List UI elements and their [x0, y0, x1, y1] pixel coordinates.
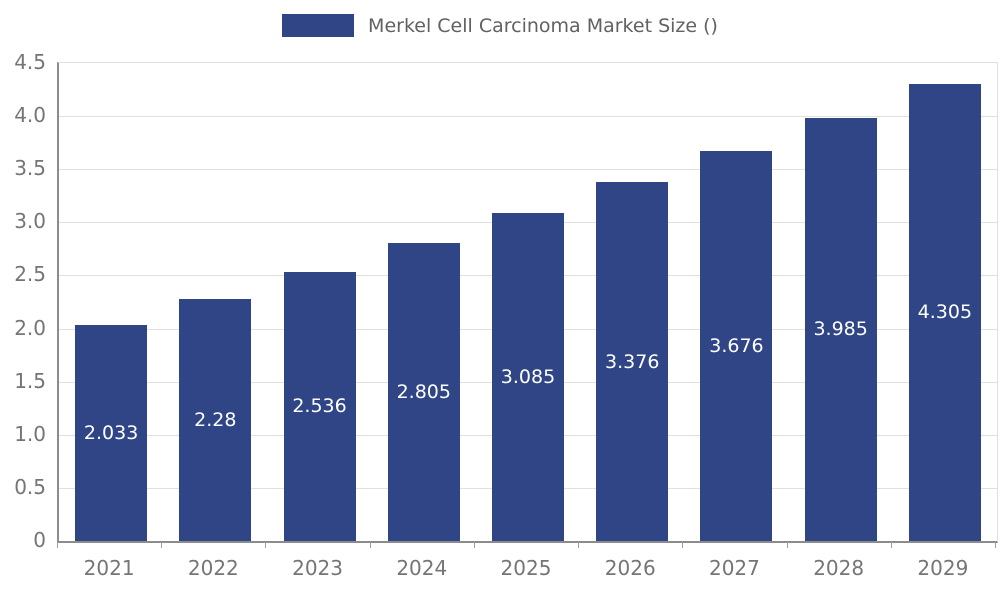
- x-axis-tick-label: 2026: [604, 556, 656, 580]
- bar-2024[interactable]: 2.805: [387, 243, 460, 541]
- y-axis-tick-label: 2.0: [14, 315, 46, 340]
- x-axis-tick-mark: [265, 542, 267, 548]
- legend-swatch: [282, 14, 355, 37]
- x-axis-tick-label: 2025: [500, 556, 552, 580]
- x-axis-tick-mark: [369, 542, 371, 548]
- legend[interactable]: Merkel Cell Carcinoma Market Size (): [0, 14, 1000, 37]
- x-axis-tick-mark: [786, 542, 788, 548]
- plot-area: 2.033 2.28 2.536 2.805 3.085 3.376 3.676 3.985 4…: [57, 62, 998, 543]
- bar-2025[interactable]: 3.085: [492, 213, 564, 541]
- gridline: [59, 169, 997, 171]
- y-axis-tick-label: 4.0: [14, 103, 46, 128]
- y-axis-tick-label: 1.0: [14, 421, 46, 446]
- bar-2026[interactable]: 3.376: [596, 182, 669, 541]
- bar-2023[interactable]: 2.536: [283, 271, 356, 541]
- x-axis-tick-mark: [890, 542, 892, 548]
- bar-value-label: 3.376: [605, 350, 660, 373]
- x-axis-tick-label: 2023: [292, 556, 343, 580]
- bar-2021[interactable]: 2.033: [75, 325, 148, 541]
- bar-value-label: 3.985: [813, 318, 868, 341]
- y-axis-tick-label: 3.5: [14, 156, 46, 181]
- x-axis-tick-label: 2029: [917, 556, 969, 580]
- bar-value-label: 3.676: [709, 334, 764, 357]
- x-axis-tick-label: 2021: [83, 556, 135, 580]
- x-axis-tick-mark: [57, 542, 58, 548]
- x-axis-tick-label: 2028: [813, 556, 865, 580]
- x-axis-tick-label: 2024: [396, 556, 448, 580]
- bar-value-label: 2.536: [292, 395, 347, 418]
- legend-label: Merkel Cell Carcinoma Market Size (): [368, 14, 718, 37]
- x-axis-tick-mark: [995, 542, 996, 548]
- bar-value-label: 2.28: [194, 408, 237, 431]
- y-axis-tick-label: 0.5: [14, 474, 46, 499]
- x-axis-tick-mark: [473, 542, 475, 548]
- y-axis-tick-label: 4.5: [14, 50, 46, 74]
- bar-2027[interactable]: 3.676: [700, 150, 773, 541]
- bar-2028[interactable]: 3.985: [804, 117, 877, 541]
- bar-2029[interactable]: 4.305: [908, 83, 981, 541]
- bar-value-label: 4.305: [917, 301, 973, 324]
- bar-value-label: 2.033: [83, 422, 139, 445]
- gridline: [59, 116, 997, 118]
- y-axis-tick-label: 1.5: [14, 368, 46, 393]
- x-axis-tick-mark: [578, 542, 580, 548]
- x-axis-tick-mark: [682, 542, 684, 548]
- x-axis-tick-label: 2027: [708, 556, 760, 580]
- bar-value-label: 3.085: [500, 366, 556, 389]
- x-axis-tick-label: 2022: [187, 556, 239, 580]
- y-axis-tick-label: 3.0: [14, 209, 46, 234]
- x-axis-tick-mark: [161, 542, 163, 548]
- bar-2022[interactable]: 2.28: [179, 298, 252, 541]
- y-axis-tick-label: 0: [33, 528, 46, 552]
- y-axis-tick-label: 2.5: [14, 262, 46, 287]
- bar-value-label: 2.805: [396, 381, 451, 404]
